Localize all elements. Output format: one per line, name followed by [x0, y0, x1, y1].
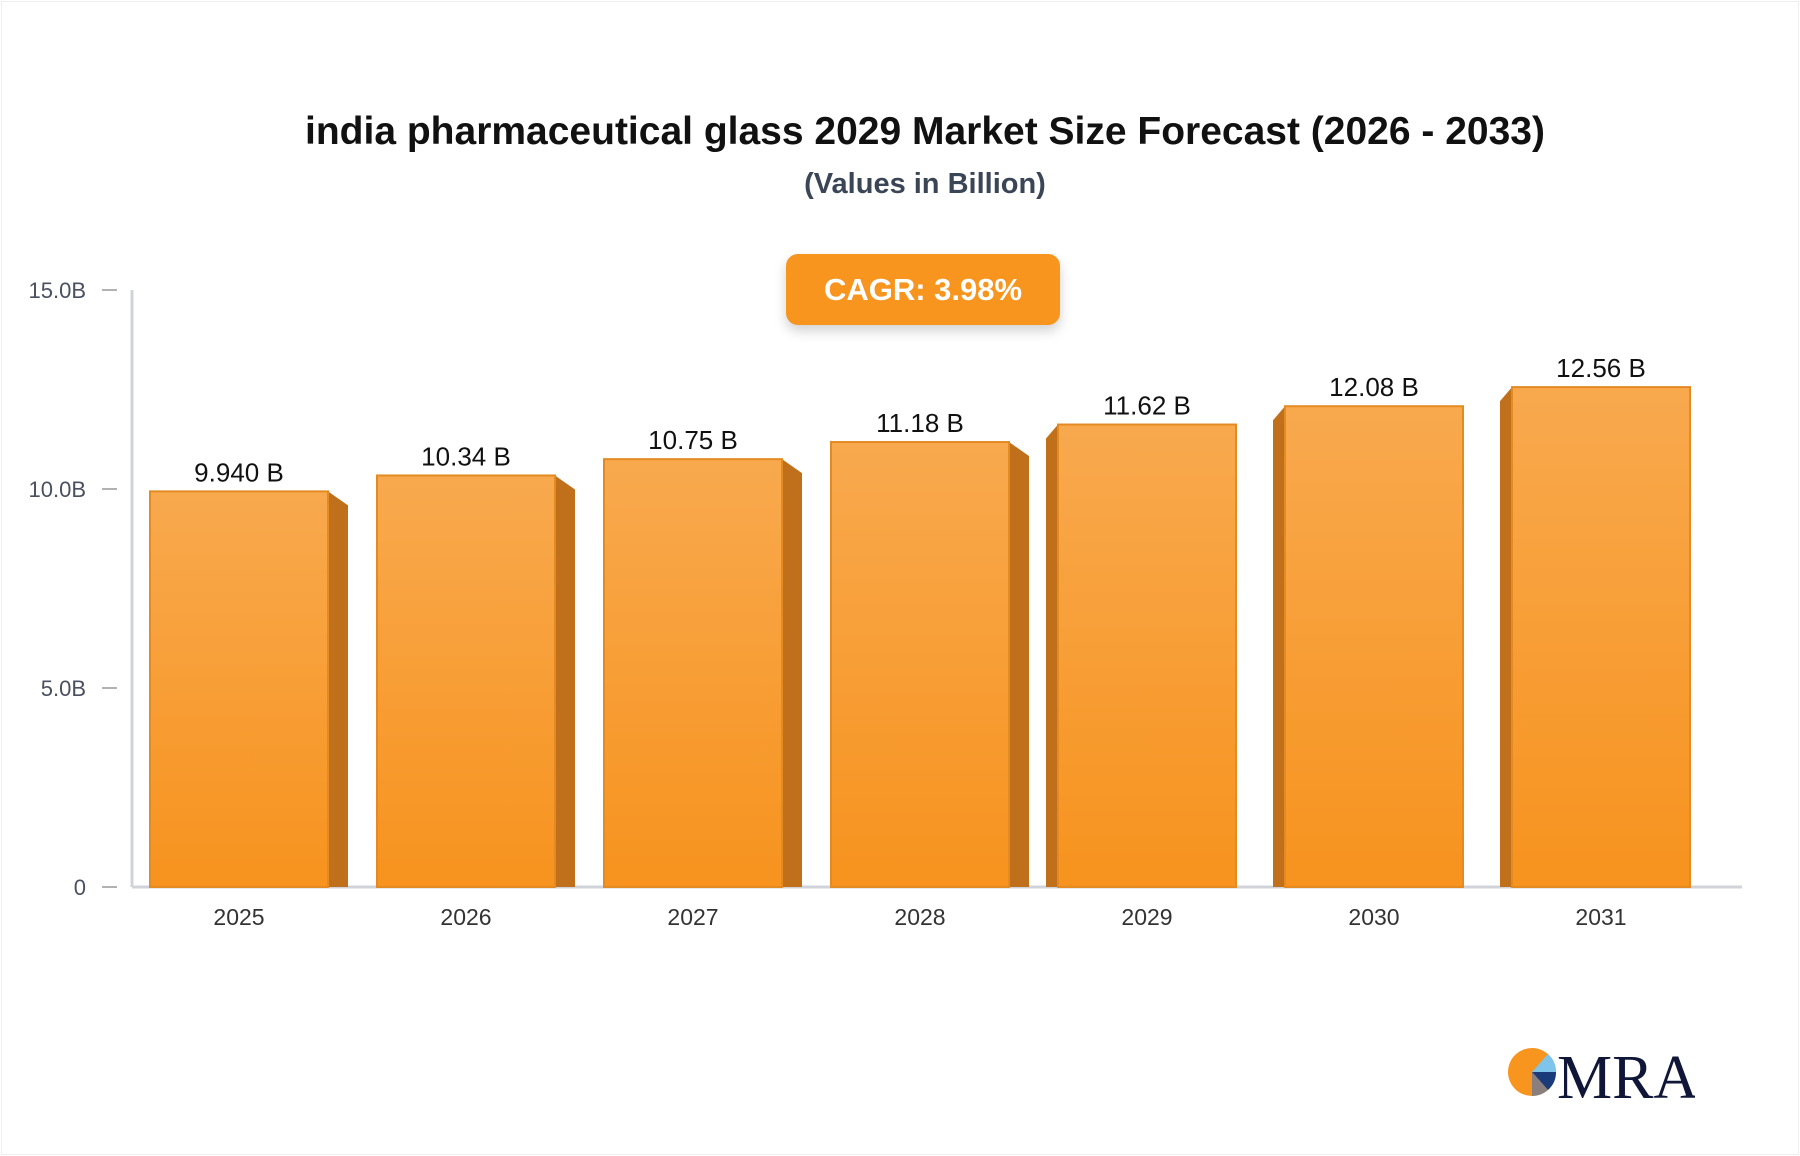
data-label: 11.18 B: [876, 408, 964, 438]
bar-side: [555, 475, 575, 887]
bar-side: [782, 459, 802, 887]
x-tick-label: 2028: [894, 904, 945, 930]
logo-text: MRA: [1557, 1044, 1695, 1110]
bar-side: [1273, 406, 1285, 887]
x-tick-label: 2030: [1348, 904, 1399, 930]
data-label: 9.940 B: [194, 457, 284, 487]
bar: [1511, 386, 1691, 888]
chart-title: india pharmaceutical glass 2029 Market S…: [305, 110, 1545, 153]
x-tick-label: 2031: [1575, 904, 1626, 930]
bar: [603, 458, 783, 888]
x-tick-label: 2025: [213, 904, 264, 930]
data-label: 10.75 B: [648, 425, 738, 455]
x-tick-label: 2027: [667, 904, 718, 930]
data-label: 12.56 B: [1556, 353, 1646, 383]
cagr-badge: CAGR: 3.98%: [786, 254, 1060, 325]
bar-side: [1500, 387, 1512, 887]
bar-side: [328, 491, 348, 887]
y-tick-label: 15.0B: [29, 278, 87, 303]
data-label: 10.34 B: [421, 441, 511, 471]
chart-subtitle: (Values in Billion): [804, 168, 1046, 200]
bar-side: [1009, 442, 1029, 887]
data-label: 11.62 B: [1103, 391, 1191, 421]
x-tick-label: 2029: [1121, 904, 1172, 930]
data-label: 12.08 B: [1329, 372, 1419, 402]
bar: [830, 441, 1010, 888]
bar: [376, 474, 556, 888]
bar: [1284, 405, 1464, 888]
y-tick-label: 10.0B: [29, 477, 87, 502]
bar: [1057, 423, 1237, 888]
y-tick-label: 5.0B: [41, 676, 86, 701]
mra-logo: MRA: [1508, 1044, 1695, 1110]
y-tick-label: 0: [74, 875, 86, 900]
bar-side: [1046, 424, 1058, 887]
x-tick-label: 2026: [440, 904, 491, 930]
bar: [149, 490, 329, 888]
